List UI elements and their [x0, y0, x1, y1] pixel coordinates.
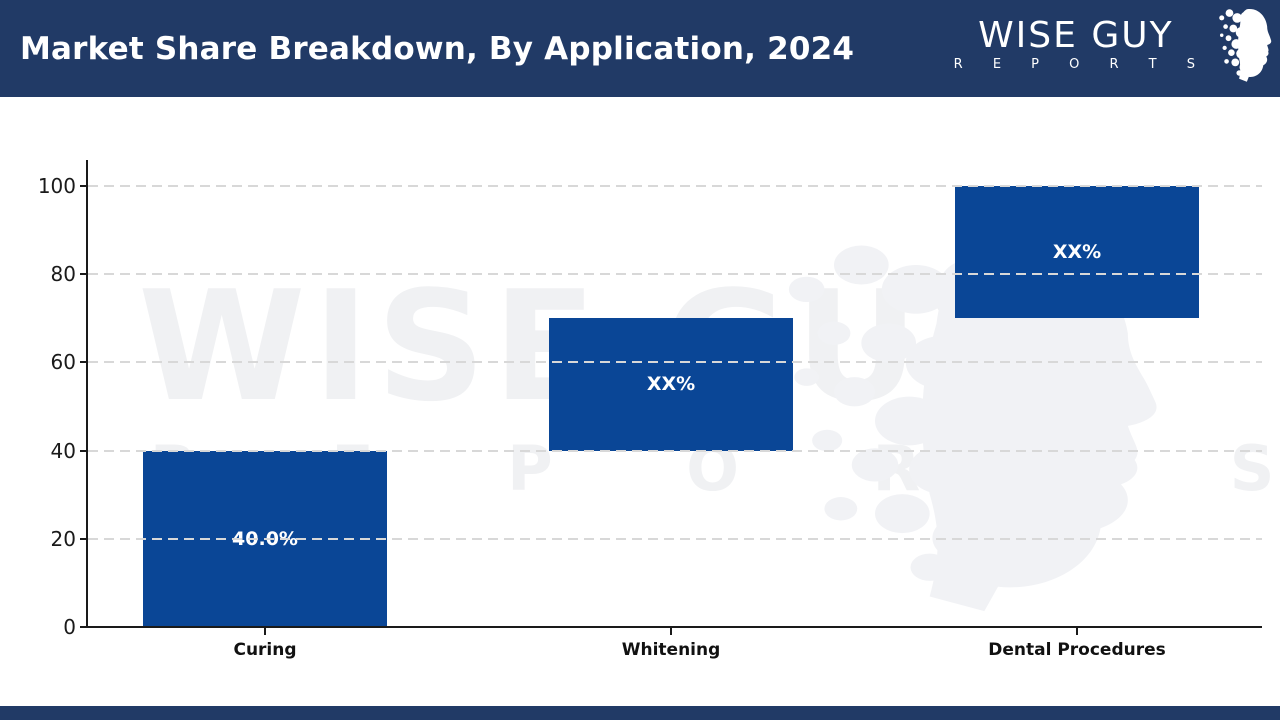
logo-wordmark: WISE GUY [978, 15, 1174, 57]
logo-text: WISE GUY R E P O R T S [944, 16, 1208, 72]
y-tick-label-0: 0 [63, 615, 76, 639]
y-tick-label-100: 100 [37, 174, 76, 198]
y-axis-line [86, 160, 88, 628]
y-tick-label-80: 80 [50, 262, 76, 287]
bar-value-label: XX% [646, 373, 696, 396]
y-tick-mark-60 [80, 361, 88, 364]
gridline-80 [88, 273, 1262, 276]
x-tick-label-whitening: Whitening [621, 640, 721, 660]
y-tick-mark-80 [80, 273, 88, 276]
y-tick-mark-100 [80, 185, 88, 187]
bar-value-label: XX% [1052, 241, 1102, 264]
gridline-60 [88, 361, 1262, 364]
x-axis-line [86, 626, 1262, 628]
gridline-40 [88, 449, 1262, 452]
x-tick-mark-whitening [670, 627, 672, 635]
bar-dental-procedures: XX% [955, 186, 1199, 319]
header-bar: Market Share Breakdown, By Application, … [0, 0, 1280, 97]
logo-subtitle: R E P O R T S [953, 56, 1208, 72]
x-tick-mark-dental-procedures [1076, 627, 1078, 635]
y-tick-label-40: 40 [50, 438, 76, 463]
footer-bar [0, 706, 1280, 720]
wise-guy-logo: WISE GUY R E P O R T S [944, 4, 1272, 84]
gridline-100 [88, 185, 1262, 187]
gridline-20 [88, 537, 1262, 540]
page-title: Market Share Breakdown, By Application, … [20, 30, 855, 67]
x-tick-label-dental-procedures: Dental Procedures [988, 640, 1166, 660]
y-tick-label-60: 60 [50, 350, 76, 375]
bar-whitening: XX% [549, 318, 793, 451]
y-tick-mark-40 [80, 449, 88, 452]
y-tick-mark-0 [80, 626, 88, 628]
y-tick-mark-20 [80, 537, 88, 540]
dotted-head-icon [1219, 8, 1272, 82]
x-tick-label-curing: Curing [233, 640, 297, 660]
y-tick-label-20: 20 [50, 526, 76, 551]
x-tick-mark-curing [264, 627, 266, 635]
